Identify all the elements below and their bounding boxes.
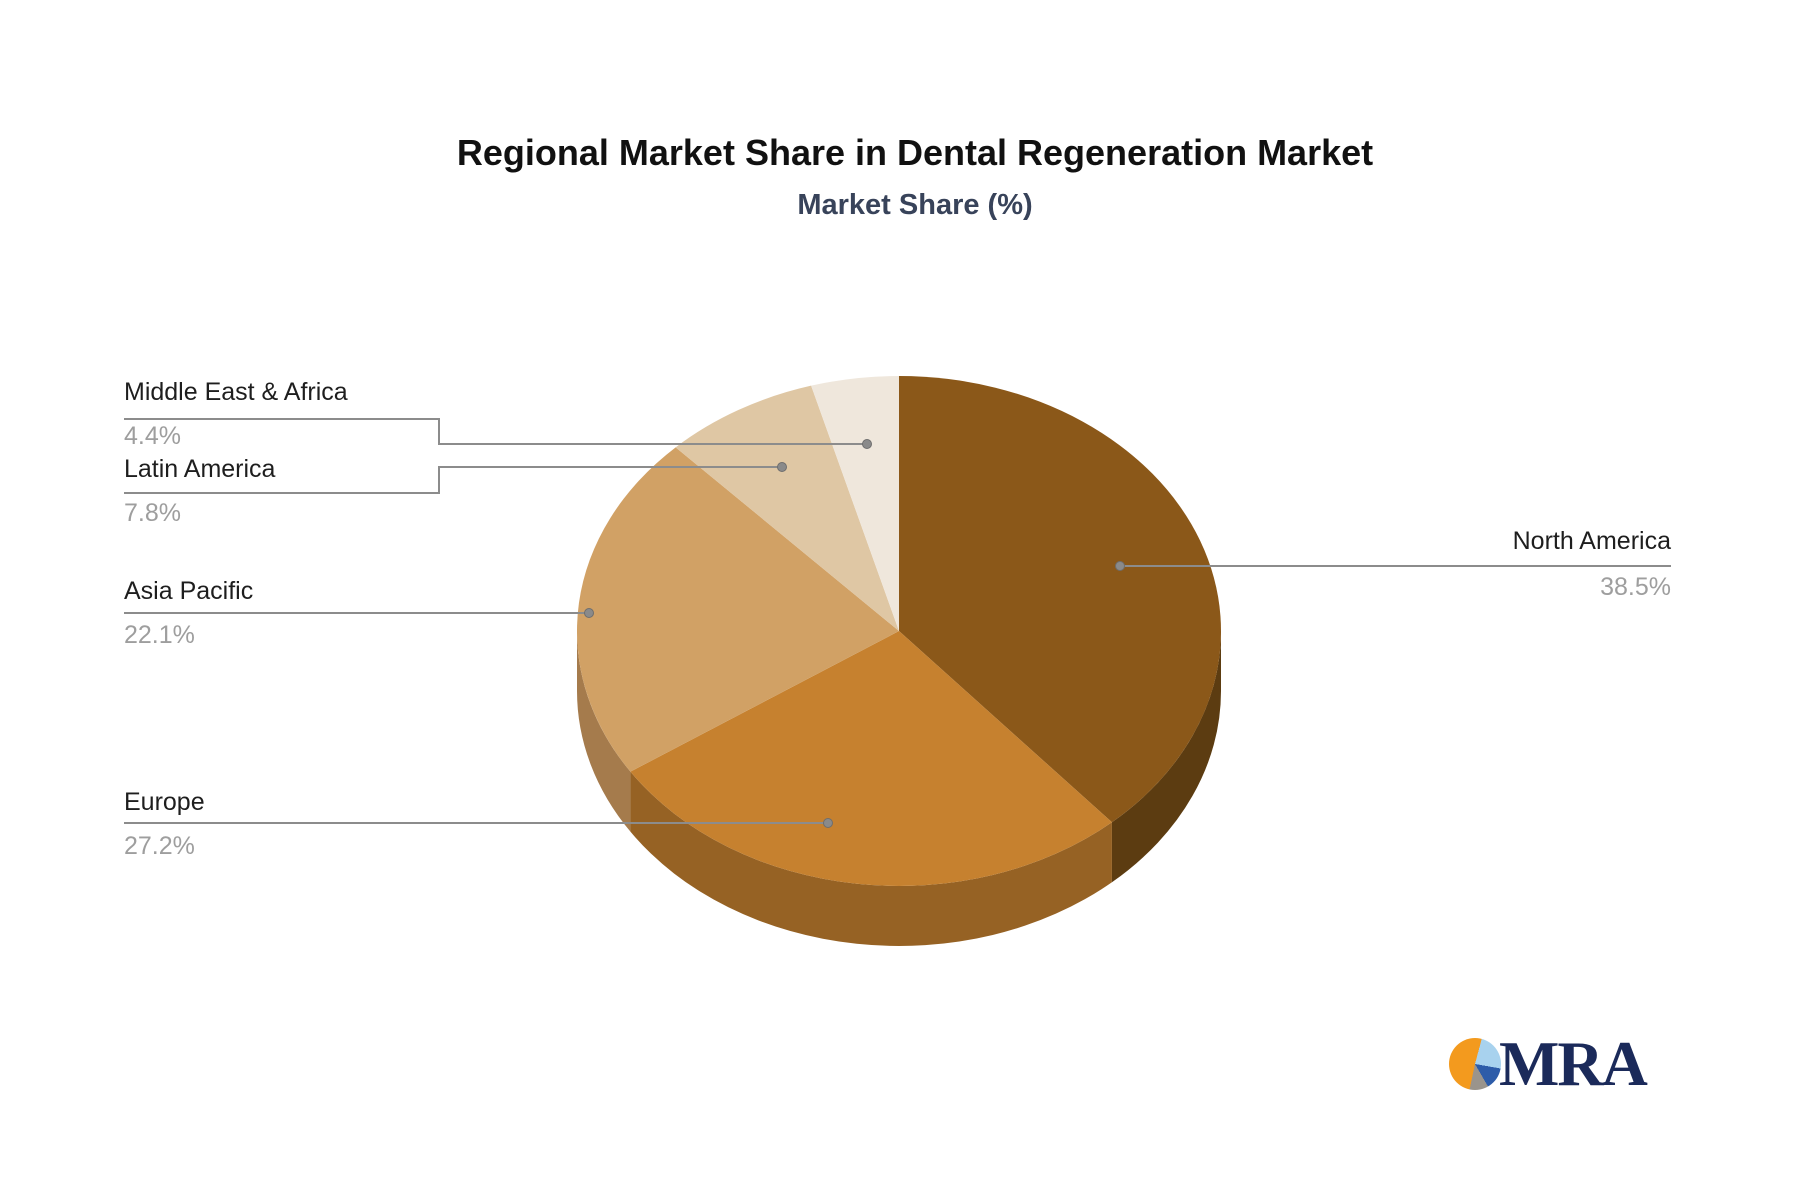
- leader-dot-1: [823, 818, 833, 828]
- slice-label: Europe: [124, 788, 205, 816]
- pie-slice-side-2: [577, 631, 631, 832]
- callout-asia-pacific: Asia Pacific 22.1%: [124, 578, 253, 649]
- slice-label: Asia Pacific: [124, 577, 254, 605]
- leader-dot-0: [1115, 561, 1125, 571]
- pie-slice-asia-pacific[interactable]: [576, 447, 899, 772]
- title-block: Regional Market Share in Dental Regenera…: [15, 0, 1800, 222]
- leader-line-3: [124, 466, 782, 494]
- leader-line-4: [124, 418, 867, 445]
- leader-dot-2: [584, 608, 594, 618]
- slice-value: 4.4%: [124, 422, 181, 450]
- callout-europe: Europe 27.2%: [124, 789, 205, 860]
- slice-value: 22.1%: [124, 621, 195, 649]
- callout-north-america: North America 38.5%: [1513, 528, 1671, 601]
- callout-middle-east-africa: Middle East & Africa 4.4%: [124, 379, 348, 450]
- pie-slice-north-america[interactable]: [899, 376, 1222, 823]
- slice-value: 27.2%: [124, 832, 195, 860]
- slice-label: North America: [1512, 527, 1671, 555]
- callout-latin-america: Latin America 7.8%: [124, 456, 275, 527]
- leader-dot-4: [862, 439, 872, 449]
- slice-label: Latin America: [124, 455, 276, 483]
- chart-title: Regional Market Share in Dental Regenera…: [456, 132, 1374, 173]
- slice-label: Middle East & Africa: [124, 378, 348, 406]
- pie-slice-side-1: [630, 771, 1112, 946]
- mra-logo-pie-icon: [1449, 1038, 1501, 1090]
- pie-slice-side-0: [1111, 631, 1221, 883]
- mra-logo: MRA: [1449, 1028, 1648, 1099]
- slice-value: 38.5%: [1600, 573, 1671, 601]
- chart-subtitle: Market Share (%): [797, 189, 1033, 221]
- pie-slice-middle-east-africa[interactable]: [811, 376, 899, 631]
- mra-logo-text: MRA: [1499, 1028, 1648, 1099]
- leader-dot-3: [777, 462, 787, 472]
- pie-slice-latin-america[interactable]: [675, 385, 899, 631]
- slice-value: 7.8%: [124, 499, 181, 527]
